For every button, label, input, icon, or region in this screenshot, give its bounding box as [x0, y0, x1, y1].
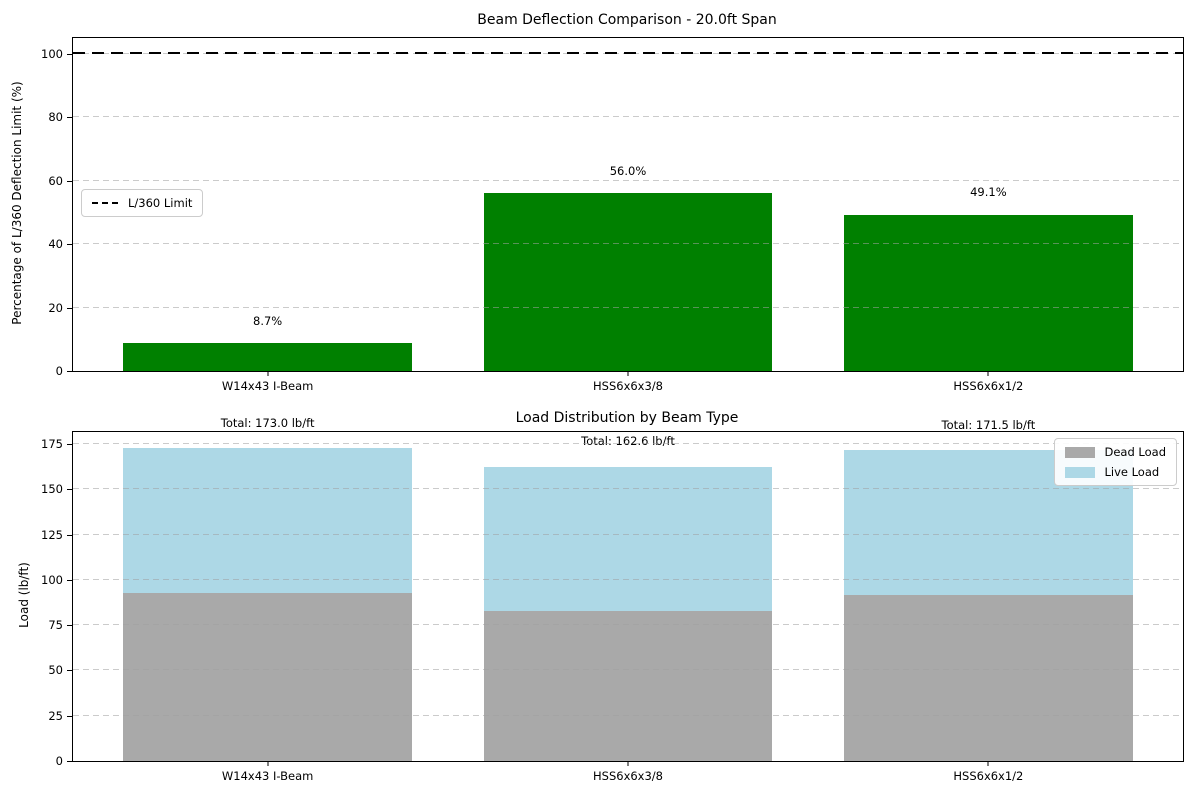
load-chart-title: Load Distribution by Beam Type: [515, 410, 739, 426]
color-patch-swatch: [1065, 466, 1096, 478]
limit-legend: L/360 Limit: [81, 189, 204, 217]
x-tick-mark: [627, 761, 629, 766]
legend-entry: Live Load: [1065, 465, 1166, 479]
y-tick-label: 75: [48, 618, 63, 633]
total-annotation: Total: 162.6 lb/ft: [581, 434, 675, 449]
bar-value-label: 49.1%: [970, 185, 1007, 200]
x-tick-mark: [267, 761, 269, 766]
y-tick-mark: [67, 371, 73, 372]
dead-load-segment: [123, 592, 412, 761]
deflection-chart-y-axis-label: Percentage of L/360 Deflection Limit (%): [10, 81, 24, 325]
x-tick-mark: [627, 371, 629, 376]
y-tick-label: 25: [48, 708, 63, 723]
y-tick-mark: [67, 670, 73, 672]
legend-label: Live Load: [1104, 465, 1160, 479]
y-tick-mark: [67, 489, 73, 491]
total-annotation: Total: 173.0 lb/ft: [220, 415, 315, 430]
y-tick-label: 100: [41, 46, 63, 61]
y-tick-mark: [67, 180, 73, 182]
y-tick-label: 125: [41, 527, 63, 542]
live-load-segment: [483, 466, 773, 612]
y-tick-label: 150: [41, 482, 63, 497]
y-tick-mark: [67, 117, 73, 119]
x-tick-mark: [987, 761, 989, 766]
y-tick-mark: [67, 53, 73, 55]
y-tick-label: 100: [41, 572, 63, 587]
deflection-chart-title: Beam Deflection Comparison - 20.0ft Span: [477, 12, 777, 28]
dead-load-segment: [844, 595, 1133, 761]
load-legend: Dead Load Live Load: [1054, 438, 1177, 486]
x-tick-mark: [987, 371, 989, 376]
deflection-bar: [844, 215, 1133, 371]
deflection-bar: [483, 193, 773, 371]
deflection-chart-plot-area: 8.7% 56.0% 49.1% 0 20 40 60 80 100 W14x43 I-Beam H…: [41, 37, 1184, 393]
l360-limit-line: [73, 51, 1183, 54]
legend-entry: Dead Load: [1065, 445, 1166, 459]
x-category-label: HSS6x6x1/2: [953, 379, 1024, 393]
x-category-label: HSS6x6x3/8: [593, 769, 663, 783]
y-tick-label: 20: [48, 300, 63, 315]
y-tick-label: 80: [48, 110, 63, 125]
dashed-line-swatch: [92, 202, 119, 204]
y-gridline: [73, 179, 1183, 181]
y-tick-label: 50: [48, 663, 63, 678]
live-load-segment: [123, 447, 412, 593]
y-tick-label: 40: [48, 237, 63, 252]
y-tick-mark: [67, 534, 73, 536]
legend-entry: L/360 Limit: [92, 196, 192, 210]
legend-label: L/360 Limit: [128, 196, 193, 210]
y-gridline: [73, 116, 1183, 118]
deflection-bar: [123, 343, 412, 371]
y-tick-label: 0: [55, 754, 63, 768]
y-tick-label: 0: [55, 364, 63, 378]
total-annotation: Total: 171.5 lb/ft: [941, 418, 1036, 433]
dead-load-segment: [483, 611, 773, 761]
x-category-label: W14x43 I-Beam: [221, 379, 314, 393]
y-tick-mark: [67, 444, 73, 446]
x-category-label: HSS6x6x1/2: [953, 769, 1024, 783]
legend-label: Dead Load: [1104, 445, 1166, 459]
y-tick-mark: [67, 761, 73, 762]
y-tick-label: 60: [48, 173, 63, 188]
y-tick-mark: [67, 579, 73, 581]
bar-value-label: 56.0%: [609, 163, 647, 178]
x-category-label: W14x43 I-Beam: [221, 769, 314, 783]
y-tick-label: 175: [41, 437, 63, 452]
y-tick-mark: [67, 715, 73, 717]
load-chart-plot-area: Total: 173.0 lb/ft Total: 162.6 lb/ft Tota…: [41, 416, 1184, 783]
y-tick-mark: [67, 244, 73, 246]
x-tick-mark: [267, 371, 269, 376]
bar-value-label: 8.7%: [253, 313, 283, 328]
color-patch-swatch: [1065, 446, 1096, 458]
y-tick-mark: [67, 307, 73, 309]
load-chart-y-axis-label: Load (lb/ft): [17, 562, 31, 628]
y-tick-mark: [67, 625, 73, 627]
x-category-label: HSS6x6x3/8: [593, 379, 663, 393]
y-gridline: [73, 52, 1183, 54]
